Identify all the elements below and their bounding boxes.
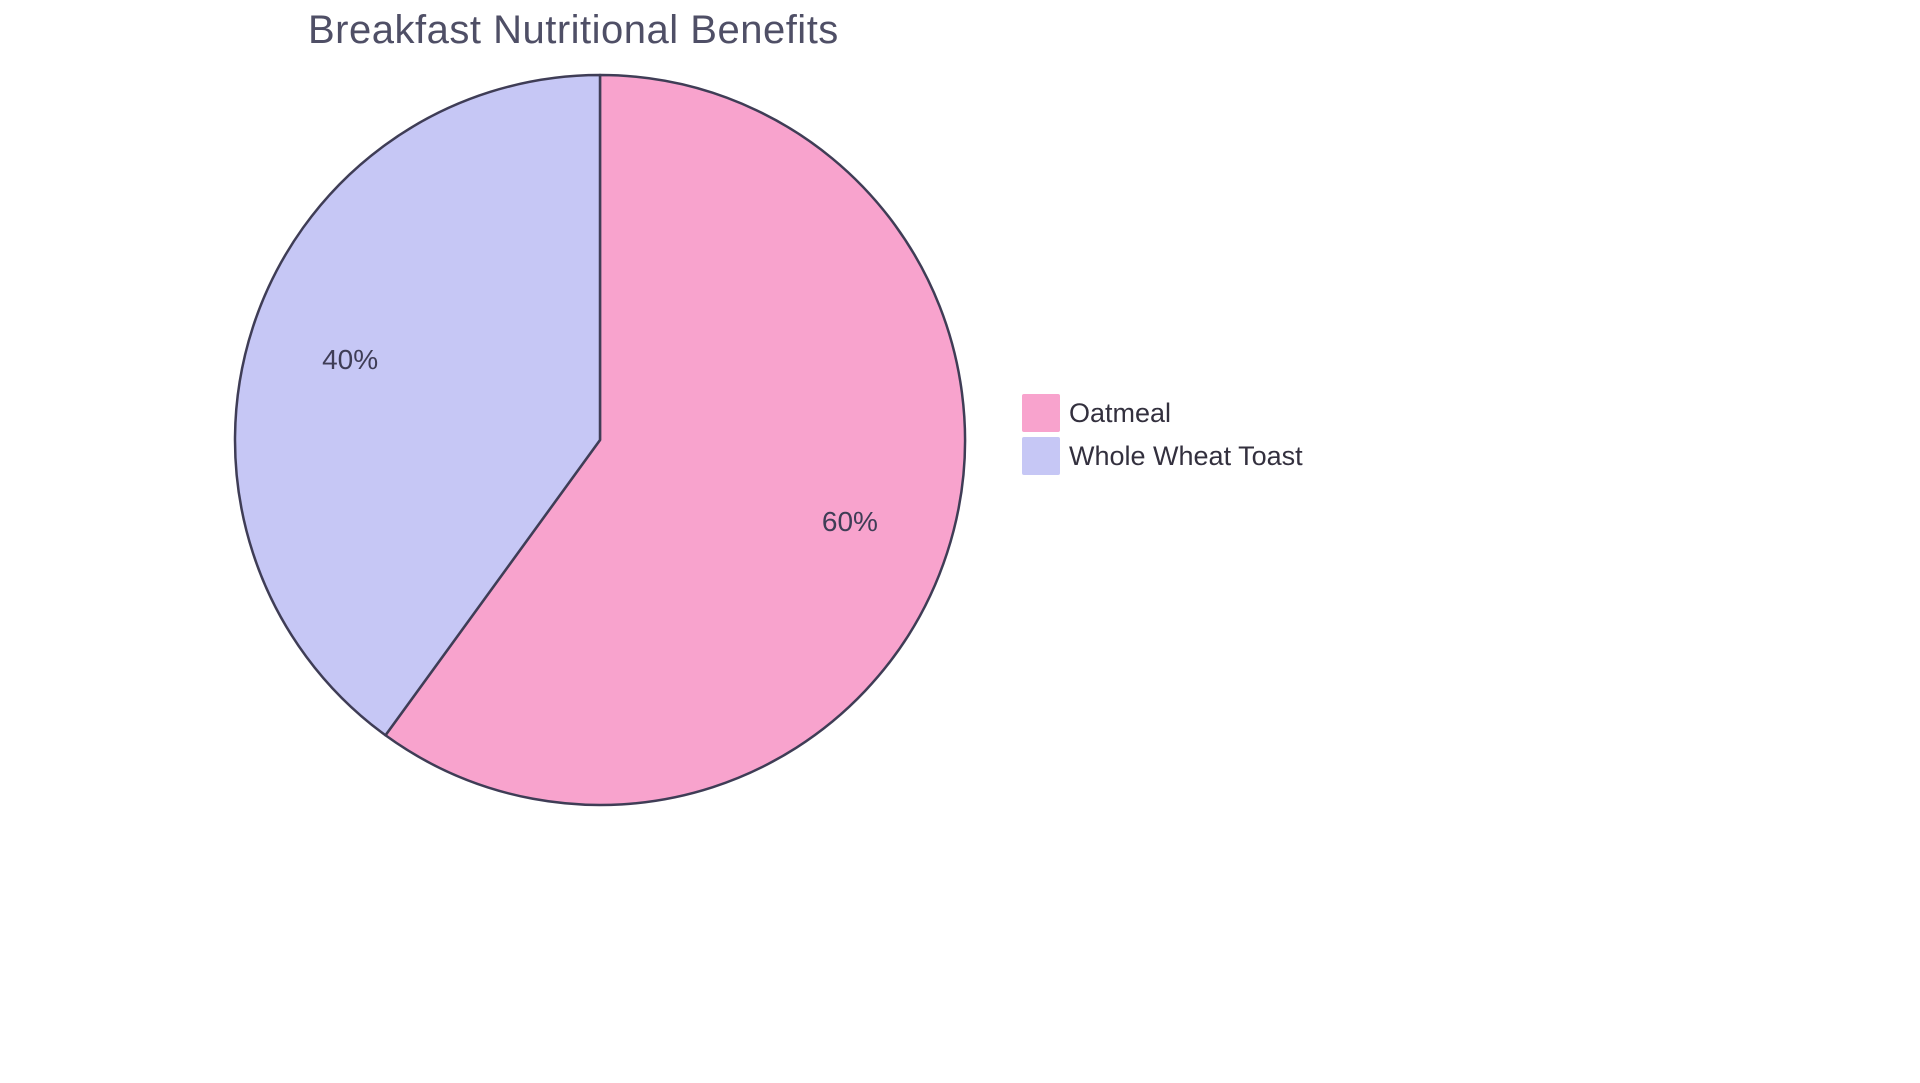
pie-slice-oatmeal	[384, 73, 967, 807]
legend-label-oatmeal: Oatmeal	[1069, 397, 1172, 428]
pie-percent-label-oatmeal: 60%	[822, 506, 878, 537]
pie-slice-whole-wheat-toast	[233, 73, 602, 737]
legend-item-oatmeal: Oatmeal	[1022, 394, 1303, 432]
legend-label-whole-wheat-toast: Whole Wheat Toast	[1069, 440, 1303, 471]
legend: Oatmeal Whole Wheat Toast	[1022, 394, 1303, 475]
legend-item-whole-wheat-toast: Whole Wheat Toast	[1022, 437, 1303, 475]
chart-title: Breakfast Nutritional Benefits	[308, 8, 839, 52]
legend-swatch-whole-wheat-toast	[1022, 437, 1060, 475]
pie-percent-label-whole-wheat-toast: 40%	[322, 344, 378, 375]
legend-swatch-oatmeal	[1022, 394, 1060, 432]
